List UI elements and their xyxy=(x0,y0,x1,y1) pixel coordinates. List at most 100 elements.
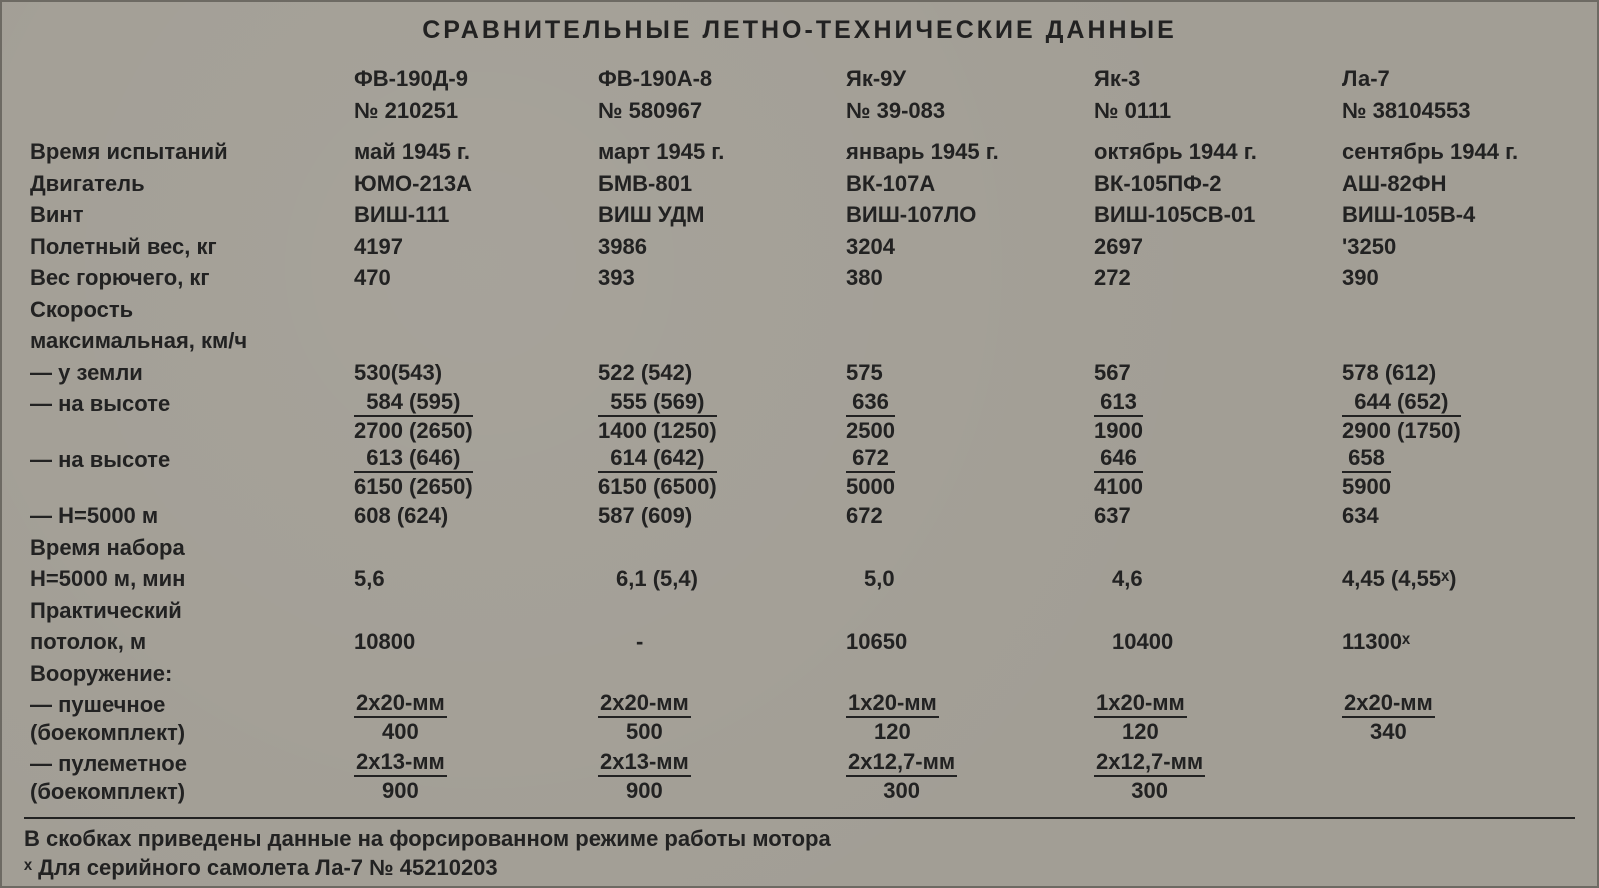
row-v-alt1: — на высоте 584 (595)2700 (2650) 555 (56… xyxy=(24,388,1584,444)
cell: 6585900 xyxy=(1336,444,1584,500)
col-serial-1: № 580967 xyxy=(592,95,840,127)
cell: 5,6 xyxy=(344,563,592,595)
row-fuel: Вес горючего, кг 470 393 380 272 390 xyxy=(24,262,1584,294)
cell: ВК-105ПФ-2 xyxy=(1088,168,1336,200)
cell: 2х12,7-мм300 xyxy=(1088,748,1336,807)
footnote-1: В скобках приведены данные на форсирован… xyxy=(24,825,1575,854)
row-label: — на высоте xyxy=(24,444,344,500)
footnote-rule xyxy=(24,817,1575,819)
cell: 584 (595)2700 (2650) xyxy=(344,388,592,444)
cell: 608 (624) xyxy=(344,500,592,532)
cell: 4197 xyxy=(344,231,592,263)
col-serial-2: № 39-083 xyxy=(840,95,1088,127)
cell: 614 (642)6150 (6500) xyxy=(592,444,840,500)
cell: 530(543) xyxy=(344,357,592,389)
cell: май 1945 г. xyxy=(344,136,592,168)
row-test-time: Время испытаний май 1945 г. март 1945 г.… xyxy=(24,136,1584,168)
cell: январь 1945 г. xyxy=(840,136,1088,168)
row-label: Практический xyxy=(24,595,344,627)
cell: 4,6 xyxy=(1088,563,1336,595)
cell: 10400 xyxy=(1088,626,1336,658)
cell: 6131900 xyxy=(1088,388,1336,444)
cell: 555 (569)1400 (1250) xyxy=(592,388,840,444)
row-climb: Н=5000 м, мин 5,6 6,1 (5,4) 5,0 4,6 4,45… xyxy=(24,563,1584,595)
row-v-ground: — у земли 530(543) 522 (542) 575 567 578… xyxy=(24,357,1584,389)
row-label: Винт xyxy=(24,199,344,231)
cell xyxy=(1336,748,1584,807)
row-v-h5000: — Н=5000 м 608 (624) 587 (609) 672 637 6… xyxy=(24,500,1584,532)
row-vmax-hdr2: максимальная, км/ч xyxy=(24,325,1584,357)
cell: 2х20-мм400 xyxy=(344,689,592,748)
col-name-0: ФВ-190Д-9 xyxy=(344,63,592,95)
cell: 6464100 xyxy=(1088,444,1336,500)
cell: 470 xyxy=(344,262,592,294)
row-arm-hdr: Вооружение: xyxy=(24,658,1584,690)
cell: БМВ-801 xyxy=(592,168,840,200)
cell: 6362500 xyxy=(840,388,1088,444)
cell: ВИШ УДМ xyxy=(592,199,840,231)
cell: ВК-107А xyxy=(840,168,1088,200)
row-label: Скорость xyxy=(24,294,344,326)
cell: 6725000 xyxy=(840,444,1088,500)
row-label: Вооружение: xyxy=(24,658,344,690)
cell: 587 (609) xyxy=(592,500,840,532)
col-name-4: Ла-7 xyxy=(1336,63,1584,95)
row-climb-hdr: Время набора xyxy=(24,532,1584,564)
cell: 2х12,7-мм300 xyxy=(840,748,1088,807)
cell: 522 (542) xyxy=(592,357,840,389)
header-row-name: ФВ-190Д-9 ФВ-190А-8 Як-9У Як-3 Ла-7 xyxy=(24,63,1584,95)
row-weight: Полетный вес, кг 4197 3986 3204 2697 '32… xyxy=(24,231,1584,263)
row-label: — Н=5000 м xyxy=(24,500,344,532)
cell: 567 xyxy=(1088,357,1336,389)
cell: 637 xyxy=(1088,500,1336,532)
row-label: Н=5000 м, мин xyxy=(24,563,344,595)
cell: 2х13-мм900 xyxy=(592,748,840,807)
spec-table: ФВ-190Д-9 ФВ-190А-8 Як-9У Як-3 Ла-7 № 21… xyxy=(24,63,1584,807)
cell: октябрь 1944 г. xyxy=(1088,136,1336,168)
footnote-2: ˣ Для серийного самолета Ла-7 № 45210203 xyxy=(24,854,1575,883)
row-cannon: — пушечное (боекомплект) 2х20-мм400 2х20… xyxy=(24,689,1584,748)
row-v-alt2: — на высоте 613 (646)6150 (2650) 614 (64… xyxy=(24,444,1584,500)
col-serial-4: № 38104553 xyxy=(1336,95,1584,127)
col-name-2: Як-9У xyxy=(840,63,1088,95)
cell: 6,1 (5,4) xyxy=(592,563,840,595)
row-label: — пушечное (боекомплект) xyxy=(24,689,344,748)
cell: '3250 xyxy=(1336,231,1584,263)
cell: 393 xyxy=(592,262,840,294)
row-label: максимальная, км/ч xyxy=(24,325,344,357)
col-serial-0: № 210251 xyxy=(344,95,592,127)
row-label: Вес горючего, кг xyxy=(24,262,344,294)
row-mg: — пулеметное (боекомплект) 2х13-мм900 2х… xyxy=(24,748,1584,807)
header-row-serial: № 210251 № 580967 № 39-083 № 0111 № 3810… xyxy=(24,95,1584,127)
row-label: потолок, м xyxy=(24,626,344,658)
cell: сентябрь 1944 г. xyxy=(1336,136,1584,168)
row-label: — пулеметное (боекомплект) xyxy=(24,748,344,807)
cell: 390 xyxy=(1336,262,1584,294)
cell: 380 xyxy=(840,262,1088,294)
cell: 613 (646)6150 (2650) xyxy=(344,444,592,500)
cell: 1х20-мм120 xyxy=(1088,689,1336,748)
cell: 2х20-мм500 xyxy=(592,689,840,748)
cell: ВИШ-105В-4 xyxy=(1336,199,1584,231)
cell: 11300ˣ xyxy=(1336,626,1584,658)
cell: март 1945 г. xyxy=(592,136,840,168)
cell: ВИШ-107ЛО xyxy=(840,199,1088,231)
cell: 2х13-мм900 xyxy=(344,748,592,807)
cell: 634 xyxy=(1336,500,1584,532)
row-label: Время испытаний xyxy=(24,136,344,168)
col-name-1: ФВ-190А-8 xyxy=(592,63,840,95)
cell: 5,0 xyxy=(840,563,1088,595)
row-vmax-hdr1: Скорость xyxy=(24,294,1584,326)
cell: 4,45 (4,55ˣ) xyxy=(1336,563,1584,595)
col-serial-3: № 0111 xyxy=(1088,95,1336,127)
cell: 578 (612) xyxy=(1336,357,1584,389)
cell: 644 (652)2900 (1750) xyxy=(1336,388,1584,444)
cell: - xyxy=(592,626,840,658)
cell: 3204 xyxy=(840,231,1088,263)
row-ceil-hdr: Практический xyxy=(24,595,1584,627)
cell: 2х20-мм340 xyxy=(1336,689,1584,748)
cell: 2697 xyxy=(1088,231,1336,263)
row-label: — на высоте xyxy=(24,388,344,444)
cell: 672 xyxy=(840,500,1088,532)
cell: 10800 xyxy=(344,626,592,658)
